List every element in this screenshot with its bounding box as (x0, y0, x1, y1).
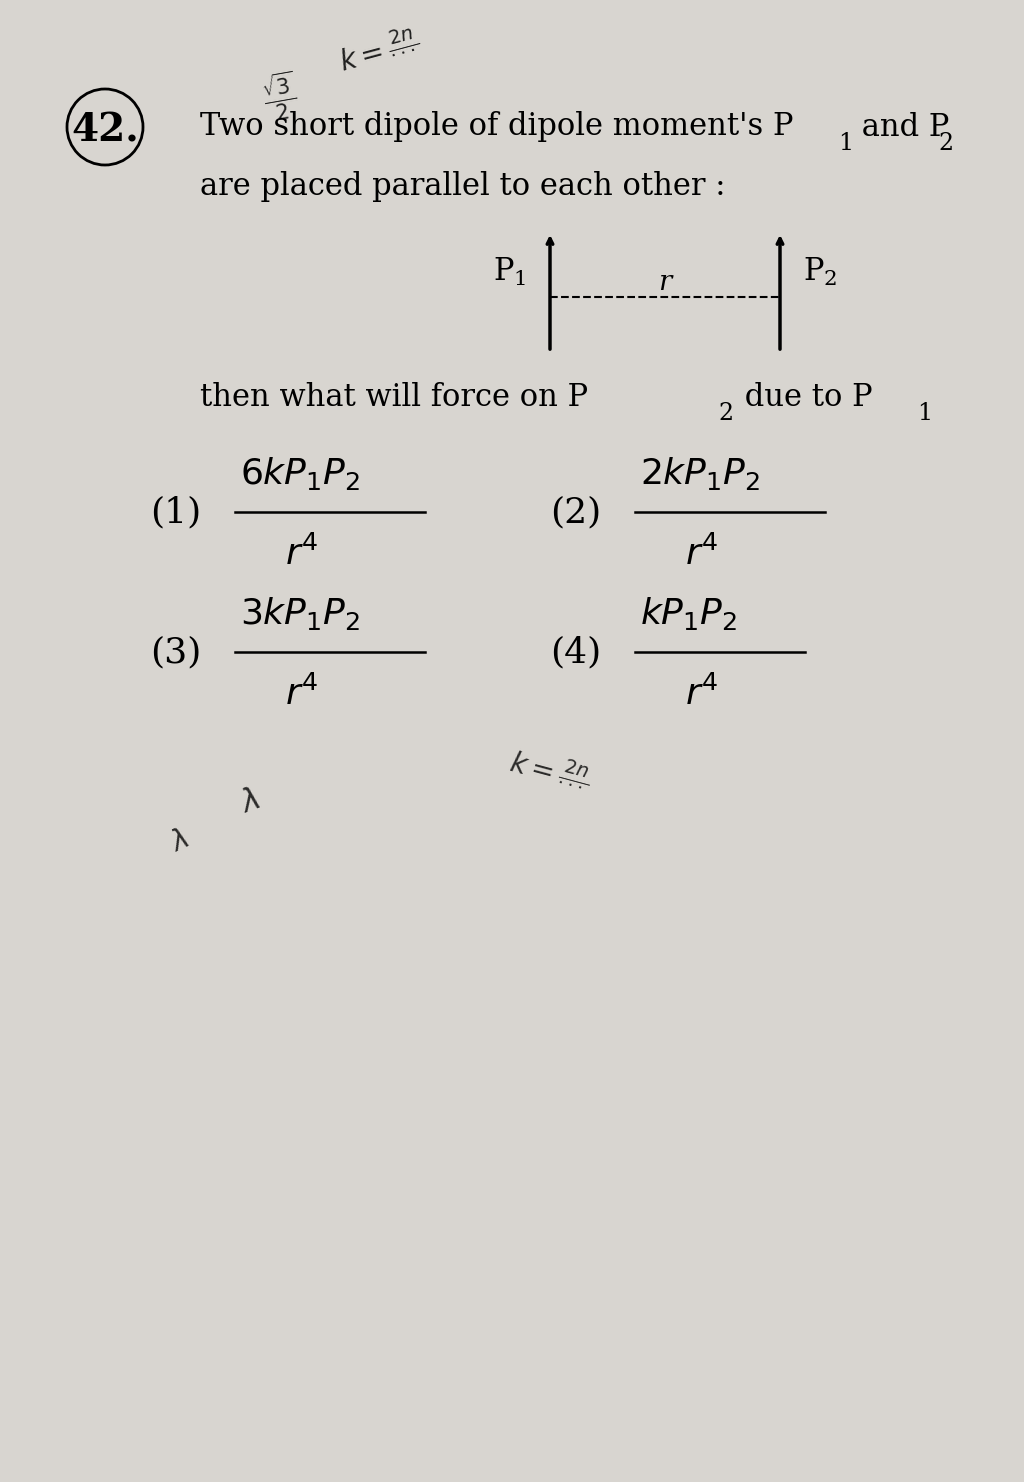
Text: (1): (1) (150, 495, 202, 529)
Text: 42.: 42. (71, 111, 139, 150)
Text: 2: 2 (938, 132, 953, 156)
Text: are placed parallel to each other :: are placed parallel to each other : (200, 172, 725, 203)
Text: $r^4$: $r^4$ (685, 676, 718, 711)
Text: r: r (658, 268, 672, 295)
Text: Two short dipole of dipole moment's P: Two short dipole of dipole moment's P (200, 111, 794, 142)
Text: $2kP_1P_2$: $2kP_1P_2$ (640, 455, 760, 492)
Text: 1: 1 (838, 132, 853, 156)
Text: $\mathregular{P_2}$: $\mathregular{P_2}$ (803, 256, 838, 288)
Text: $k= \frac{2n}{...}$: $k= \frac{2n}{...}$ (336, 27, 424, 77)
Text: due to P: due to P (735, 381, 872, 412)
Text: $r^4$: $r^4$ (285, 676, 318, 711)
Text: $\lambda$: $\lambda$ (167, 827, 194, 858)
Text: 2: 2 (718, 403, 733, 425)
Text: $r^4$: $r^4$ (685, 536, 718, 572)
Text: (3): (3) (150, 634, 202, 668)
Text: then what will force on P: then what will force on P (200, 381, 588, 412)
Text: $kP_1P_2$: $kP_1P_2$ (640, 596, 737, 633)
Text: $r^4$: $r^4$ (285, 536, 318, 572)
Text: $6kP_1P_2$: $6kP_1P_2$ (240, 455, 360, 492)
Text: $\frac{\sqrt{3}}{2}$: $\frac{\sqrt{3}}{2}$ (259, 68, 301, 124)
Text: $\mathregular{P_1}$: $\mathregular{P_1}$ (494, 256, 526, 288)
Text: (4): (4) (550, 634, 601, 668)
Text: $k= \frac{2n}{...}$: $k= \frac{2n}{...}$ (506, 747, 594, 797)
Text: $3kP_1P_2$: $3kP_1P_2$ (240, 596, 360, 633)
Text: 1: 1 (918, 403, 932, 425)
Text: $\lambda$: $\lambda$ (237, 784, 264, 820)
Text: (2): (2) (550, 495, 601, 529)
Text: and P: and P (852, 111, 949, 142)
